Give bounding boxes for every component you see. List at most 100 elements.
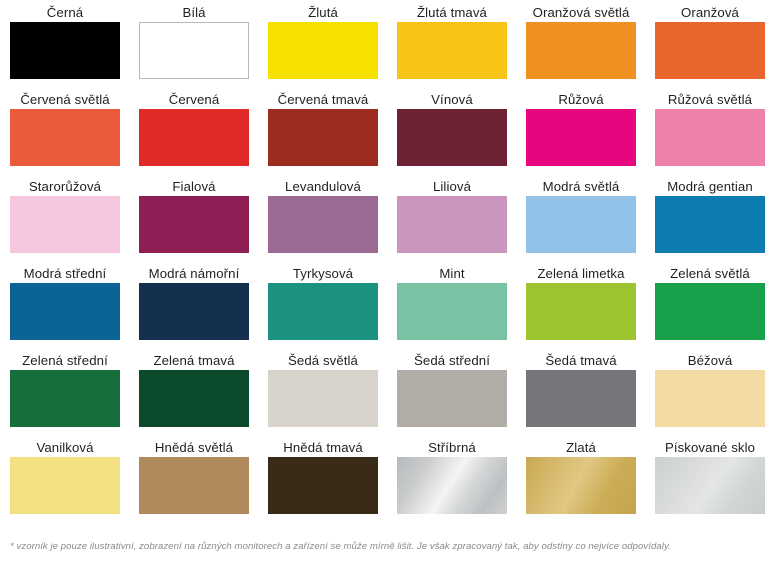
swatch-label: Tyrkysová	[292, 266, 354, 281]
swatch-chip[interactable]	[268, 196, 378, 253]
swatch-cell[interactable]: Levandulová	[268, 176, 397, 263]
swatch-cell[interactable]: Oranžová světlá	[526, 2, 655, 89]
swatch-label: Červená	[168, 92, 220, 107]
swatch-label: Bílá	[182, 5, 206, 20]
swatch-label: Hnědá světlá	[154, 440, 234, 455]
swatch-cell[interactable]: Žlutá tmavá	[397, 2, 526, 89]
swatch-cell[interactable]: Zelená limetka	[526, 263, 655, 350]
swatch-label: Modrá námořní	[148, 266, 240, 281]
swatch-label: Šedá tmavá	[545, 353, 617, 368]
swatch-cell[interactable]: Stříbrná	[397, 437, 526, 524]
swatch-cell[interactable]: Šedá tmavá	[526, 350, 655, 437]
swatch-chip[interactable]	[526, 457, 636, 514]
swatch-cell[interactable]: Šedá světlá	[268, 350, 397, 437]
swatch-chip[interactable]	[268, 283, 378, 340]
swatch-label: Růžová	[558, 92, 604, 107]
swatch-cell[interactable]: Červená	[139, 89, 268, 176]
swatch-chip[interactable]	[526, 109, 636, 166]
swatch-chip[interactable]	[10, 109, 120, 166]
swatch-label: Červená světlá	[20, 92, 110, 107]
swatch-label: Zelená střední	[22, 353, 108, 368]
swatch-chip[interactable]	[397, 109, 507, 166]
swatch-label: Růžová světlá	[667, 92, 753, 107]
swatch-chip[interactable]	[268, 370, 378, 427]
swatch-cell[interactable]: Starorůžová	[10, 176, 139, 263]
swatch-label: Šedá střední	[414, 353, 490, 368]
swatch-chip[interactable]	[655, 109, 765, 166]
footnote-text: * vzorník je pouze ilustrativní, zobraze…	[10, 541, 671, 552]
swatch-chip[interactable]	[10, 457, 120, 514]
swatch-cell[interactable]: Fialová	[139, 176, 268, 263]
swatch-chip[interactable]	[139, 370, 249, 427]
swatch-label: Zelená tmavá	[153, 353, 235, 368]
swatch-chip[interactable]	[139, 283, 249, 340]
swatch-label: Hnědá tmavá	[283, 440, 363, 455]
swatch-chip[interactable]	[268, 109, 378, 166]
swatch-cell[interactable]: Tyrkysová	[268, 263, 397, 350]
swatch-cell[interactable]: Černá	[10, 2, 139, 89]
swatch-cell[interactable]: Hnědá světlá	[139, 437, 268, 524]
swatch-cell[interactable]: Liliová	[397, 176, 526, 263]
swatch-label: Levandulová	[285, 179, 361, 194]
swatch-chip[interactable]	[10, 22, 120, 79]
swatch-cell[interactable]: Mint	[397, 263, 526, 350]
swatch-label: Modrá gentian	[667, 179, 753, 194]
swatch-chip[interactable]	[526, 283, 636, 340]
swatch-label: Žlutá tmavá	[417, 5, 487, 20]
swatch-chip[interactable]	[397, 22, 507, 79]
swatch-cell[interactable]: Modrá námořní	[139, 263, 268, 350]
swatch-chip[interactable]	[526, 370, 636, 427]
swatch-label: Vínová	[431, 92, 473, 107]
swatch-label: Stříbrná	[428, 440, 476, 455]
swatch-label: Oranžová	[681, 5, 739, 20]
swatch-cell[interactable]: Hnědá tmavá	[268, 437, 397, 524]
swatch-label: Mint	[439, 266, 465, 281]
swatch-cell[interactable]: Vanilková	[10, 437, 139, 524]
swatch-chip[interactable]	[526, 196, 636, 253]
swatch-cell[interactable]: Zelená střední	[10, 350, 139, 437]
swatch-cell[interactable]: Pískované sklo	[655, 437, 775, 524]
swatch-chip[interactable]	[10, 283, 120, 340]
swatch-chip[interactable]	[655, 196, 765, 253]
swatch-cell[interactable]: Červená světlá	[10, 89, 139, 176]
swatch-cell[interactable]: Zelená tmavá	[139, 350, 268, 437]
swatch-chip[interactable]	[268, 457, 378, 514]
swatch-label: Červená tmavá	[277, 92, 369, 107]
swatch-cell[interactable]: Modrá střední	[10, 263, 139, 350]
swatch-chip[interactable]	[397, 196, 507, 253]
swatch-chip[interactable]	[10, 370, 120, 427]
swatch-chip[interactable]	[655, 370, 765, 427]
swatch-label: Béžová	[687, 353, 733, 368]
swatch-chip[interactable]	[655, 22, 765, 79]
swatch-cell[interactable]: Šedá střední	[397, 350, 526, 437]
swatch-chip[interactable]	[10, 196, 120, 253]
swatch-chip[interactable]	[397, 370, 507, 427]
swatch-chip[interactable]	[655, 283, 765, 340]
swatch-grid: Černá Bílá Žlutá Žlutá tmavá Oranžová světlá…	[10, 2, 775, 524]
swatch-cell[interactable]: Bílá	[139, 2, 268, 89]
swatch-cell[interactable]: Zlatá	[526, 437, 655, 524]
swatch-cell[interactable]: Oranžová	[655, 2, 775, 89]
swatch-cell[interactable]: Modrá světlá	[526, 176, 655, 263]
swatch-chip[interactable]	[139, 457, 249, 514]
swatch-chip[interactable]	[397, 283, 507, 340]
swatch-label: Zlatá	[566, 440, 596, 455]
swatch-label: Modrá střední	[23, 266, 107, 281]
swatch-cell[interactable]: Červená tmavá	[268, 89, 397, 176]
swatch-cell[interactable]: Zelená světlá	[655, 263, 775, 350]
swatch-chip[interactable]	[397, 457, 507, 514]
swatch-chip[interactable]	[655, 457, 765, 514]
swatch-label: Zelená limetka	[537, 266, 625, 281]
swatch-cell[interactable]: Růžová	[526, 89, 655, 176]
swatch-cell[interactable]: Žlutá	[268, 2, 397, 89]
swatch-chip[interactable]	[139, 22, 249, 79]
swatch-chip[interactable]	[139, 109, 249, 166]
swatch-chip[interactable]	[268, 22, 378, 79]
swatch-cell[interactable]: Béžová	[655, 350, 775, 437]
swatch-chip[interactable]	[526, 22, 636, 79]
swatch-cell[interactable]: Modrá gentian	[655, 176, 775, 263]
swatch-cell[interactable]: Růžová světlá	[655, 89, 775, 176]
swatch-chip[interactable]	[139, 196, 249, 253]
swatch-cell[interactable]: Vínová	[397, 89, 526, 176]
